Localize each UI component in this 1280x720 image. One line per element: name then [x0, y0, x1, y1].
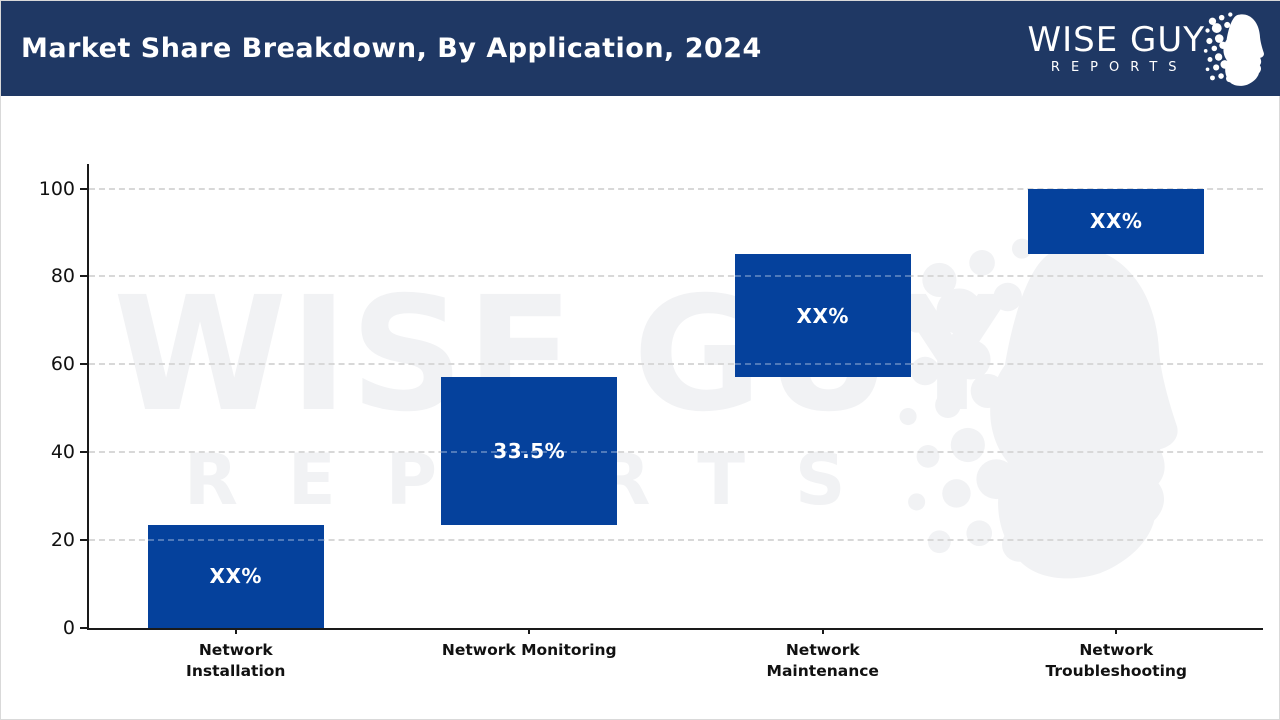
category-label: Network Installation [186, 641, 286, 681]
y-tick-mark [80, 275, 87, 278]
y-axis [87, 164, 89, 630]
category-label: Network Maintenance [766, 641, 879, 681]
bar-value-label: 33.5% [493, 439, 566, 464]
wiseguy-face-icon [1203, 12, 1264, 86]
x-axis [87, 628, 1263, 630]
category-label: Network Troubleshooting [1045, 641, 1188, 681]
y-tick-mark [80, 187, 87, 190]
x-tick-mark [528, 628, 531, 634]
gridline-over-bar [441, 451, 618, 454]
y-tick-mark [80, 363, 87, 366]
x-tick-mark [1115, 628, 1118, 634]
y-tick-label: 20 [50, 529, 75, 552]
watermark-face-icon [899, 238, 1178, 579]
bar-value-label: XX% [209, 564, 262, 589]
y-tick-label: 40 [50, 441, 75, 464]
gridline [89, 539, 1263, 542]
category-label: Network Monitoring [441, 641, 617, 659]
y-tick-mark [80, 539, 87, 542]
y-tick-mark [80, 451, 87, 454]
bar: 33.5% [441, 377, 618, 525]
gridline [89, 363, 1263, 366]
y-tick-label: 0 [62, 617, 75, 639]
bar: XX% [1028, 188, 1205, 255]
bar: XX% [734, 254, 911, 378]
bar-value-label: XX% [796, 303, 849, 328]
header: Market Share Breakdown, By Application, … [1, 1, 1280, 96]
logo-wordmark: WISE GUY [1027, 19, 1205, 60]
gridline [89, 451, 1263, 454]
gridline [89, 187, 1263, 190]
y-tick-label: 80 [50, 265, 75, 288]
bar: XX% [147, 524, 324, 628]
page-title: Market Share Breakdown, By Application, … [21, 33, 762, 64]
wiseguy-logo: WISE GUY REPORTS [1017, 9, 1267, 89]
bar-value-label: XX% [1090, 209, 1143, 234]
x-tick-mark [234, 628, 237, 634]
y-tick-label: 100 [38, 177, 75, 200]
gridline-over-bar [734, 275, 911, 278]
gridline-over-bar [734, 363, 911, 366]
gridline [89, 275, 1263, 278]
gridline-over-bar [147, 539, 324, 542]
x-tick-mark [821, 628, 824, 634]
y-tick-mark [80, 627, 87, 629]
y-tick-label: 60 [50, 353, 75, 376]
logo-text: WISE GUY REPORTS [1027, 19, 1205, 76]
logo-reports-label: REPORTS [1050, 60, 1188, 76]
